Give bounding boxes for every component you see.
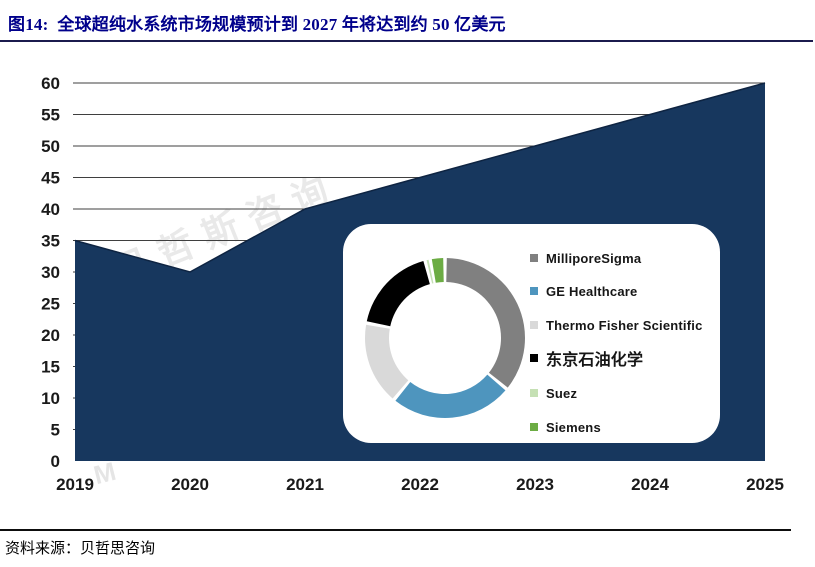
legend-label: GE Healthcare (546, 283, 638, 299)
footer-divider (0, 529, 791, 531)
legend-label: 东京石油化学 (546, 352, 644, 369)
donut-segment-3 (366, 260, 430, 327)
source-note: 资料来源：贝哲思咨询 (5, 541, 156, 557)
legend-marker-suez (530, 389, 538, 397)
legend-item-milliporesigma: MilliporeSigma (530, 249, 641, 267)
x-axis-tick-label: 2020 (171, 475, 209, 494)
legend-marker-ge-healthcare (530, 287, 538, 295)
donut-segment-2 (365, 324, 409, 399)
x-axis-tick-label: 2023 (516, 475, 554, 494)
x-axis-tick-label: 2024 (631, 475, 669, 494)
donut-segment-1 (395, 374, 506, 418)
y-axis-tick-label: 15 (41, 358, 60, 377)
x-axis-tick-label: 2025 (746, 475, 784, 494)
legend-marker-milliporesigma (530, 254, 538, 262)
y-axis-tick-label: 35 (41, 232, 60, 251)
legend-marker-tokyo-petrochemical (530, 354, 538, 362)
y-axis-tick-label: 0 (51, 452, 60, 471)
market-size-area-outline (74, 82, 766, 273)
y-axis-tick-label: 55 (41, 106, 60, 125)
donut-segment-5 (431, 258, 444, 283)
legend-label: Thermo Fisher Scientific (546, 317, 703, 333)
y-axis-tick-label: 60 (41, 74, 60, 93)
legend-label: MilliporeSigma (546, 250, 642, 266)
legend-marker-thermo-fisher (530, 321, 538, 329)
legend-marker-siemens (530, 423, 538, 431)
figure-title: 图14: 全球超纯水系统市场规模预计到 2027 年将达到约 50 亿美元 (8, 15, 506, 34)
y-axis-tick-label: 5 (51, 421, 60, 440)
legend-item-thermo-fisher: Thermo Fisher Scientific (530, 316, 703, 334)
title-underline (0, 40, 813, 42)
y-axis-tick-label: 45 (41, 169, 60, 188)
legend-item-ge-healthcare: GE Healthcare (530, 282, 637, 300)
x-axis-tick-label: 2019 (56, 475, 94, 494)
y-axis-tick-label: 10 (41, 389, 60, 408)
legend-item-suez: Suez (530, 384, 577, 402)
y-axis-tick-label: 20 (41, 326, 60, 345)
donut-segment-4 (426, 259, 434, 284)
legend-item-tokyo-petrochemical: 东京石油化学 (530, 349, 644, 369)
market-share-inset-panel: MilliporeSigma GE Healthcare Thermo Fish… (343, 224, 720, 443)
legend-label: Suez (546, 385, 578, 401)
legend-item-siemens: Siemens (530, 418, 601, 436)
legend-label: Siemens (546, 419, 601, 435)
x-axis-tick-label: 2022 (401, 475, 439, 494)
y-axis-tick-label: 40 (41, 200, 60, 219)
x-axis-tick-label: 2021 (286, 475, 324, 494)
y-axis-tick-label: 25 (41, 295, 60, 314)
donut-chart (365, 258, 525, 418)
y-axis-tick-label: 30 (41, 263, 60, 282)
donut-segment-0 (446, 258, 525, 388)
y-axis-tick-label: 50 (41, 137, 60, 156)
